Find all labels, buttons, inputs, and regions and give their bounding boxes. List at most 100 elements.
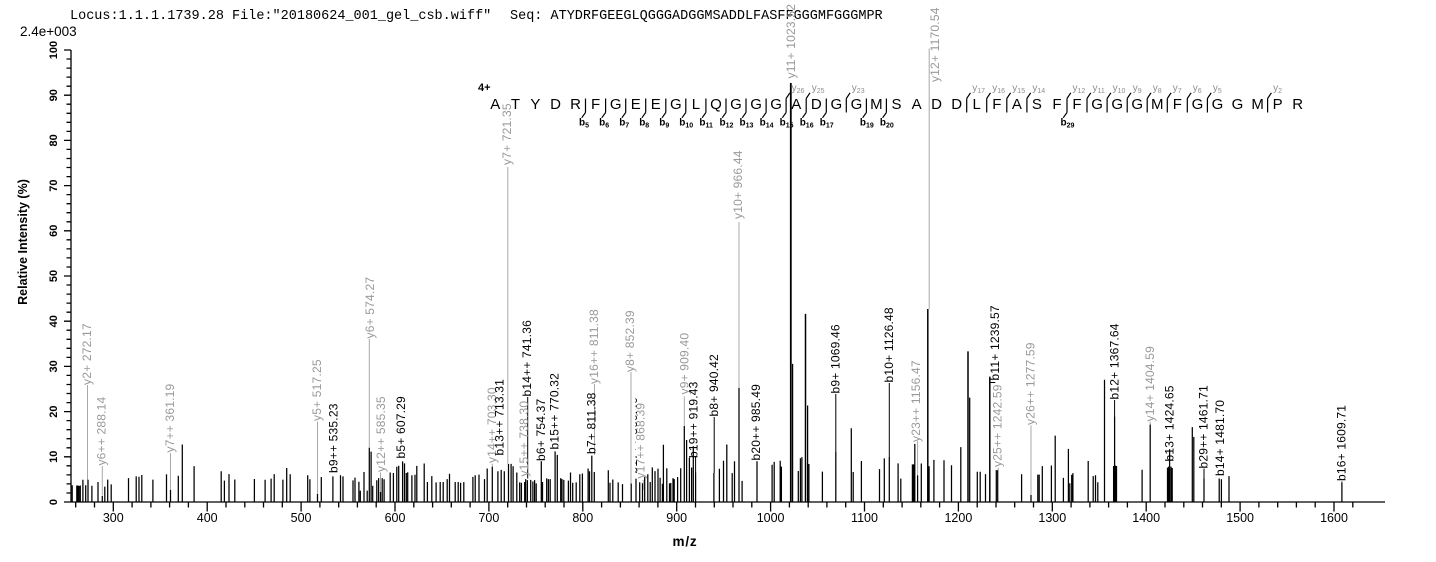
svg-text:b6+ 754.37: b6+ 754.37: [534, 398, 548, 461]
svg-text:b8: b8: [639, 118, 649, 130]
svg-text:S: S: [1032, 96, 1042, 113]
svg-text:100: 100: [48, 41, 60, 59]
svg-text:y6+ 574.27: y6+ 574.27: [363, 277, 377, 339]
svg-text:F: F: [591, 96, 600, 113]
svg-text:D: D: [951, 96, 962, 113]
svg-text:b5+ 607.29: b5+ 607.29: [394, 396, 408, 459]
svg-text:1400: 1400: [1132, 511, 1160, 525]
svg-text:y15++ 738.30: y15++ 738.30: [517, 401, 531, 477]
svg-text:b11+ 1239.57: b11+ 1239.57: [988, 305, 1002, 380]
svg-text:y9+ 909.40: y9+ 909.40: [677, 333, 691, 395]
svg-text:4+: 4+: [478, 82, 491, 94]
svg-text:E: E: [631, 96, 641, 113]
svg-text:y25++ 1242.59: y25++ 1242.59: [991, 384, 1005, 467]
svg-text:y2+ 272.17: y2+ 272.17: [80, 323, 94, 385]
svg-text:y7++ 361.19: y7++ 361.19: [163, 383, 177, 452]
svg-text:40: 40: [48, 315, 60, 327]
svg-text:y12++ 585.35: y12++ 585.35: [374, 396, 388, 472]
svg-text:E: E: [651, 96, 661, 113]
svg-text:800: 800: [572, 511, 593, 525]
svg-text:T: T: [511, 96, 520, 113]
svg-text:y8: y8: [1153, 83, 1162, 95]
svg-text:b14++ 741.36: b14++ 741.36: [520, 320, 534, 397]
svg-text:600: 600: [385, 511, 406, 525]
svg-text:y7+ 721.35: y7+ 721.35: [500, 103, 514, 165]
svg-text:700: 700: [478, 511, 499, 525]
svg-text:60: 60: [48, 225, 60, 237]
svg-text:D: D: [811, 96, 822, 113]
svg-text:Seq: ATYDRFGEEGLQGGGADGGMSADDL: Seq: ATYDRFGEEGLQGGGADGGMSADDLFASFFGGGMF…: [510, 9, 883, 24]
svg-text:G: G: [610, 96, 622, 113]
svg-text:y12+ 1170.54: y12+ 1170.54: [928, 7, 942, 82]
svg-text:L: L: [692, 96, 700, 113]
svg-text:D: D: [550, 96, 561, 113]
svg-text:y5+ 517.25: y5+ 517.25: [310, 359, 324, 421]
svg-text:y2: y2: [1273, 83, 1282, 95]
svg-text:90: 90: [48, 89, 60, 101]
svg-text:M: M: [870, 96, 883, 113]
svg-text:2.4e+003: 2.4e+003: [20, 24, 77, 39]
svg-text:G: G: [1131, 96, 1143, 113]
svg-text:A: A: [791, 96, 801, 113]
svg-text:20: 20: [48, 405, 60, 417]
svg-text:D: D: [931, 96, 942, 113]
svg-text:y11+ 1023.52: y11+ 1023.52: [784, 4, 798, 79]
svg-text:50: 50: [48, 270, 60, 282]
svg-text:b16+ 1609.71: b16+ 1609.71: [1334, 405, 1348, 481]
svg-text:1300: 1300: [1038, 511, 1066, 525]
svg-text:F: F: [992, 96, 1001, 113]
svg-text:G: G: [851, 96, 863, 113]
svg-text:b9: b9: [659, 118, 669, 130]
svg-text:b9++ 535.23: b9++ 535.23: [327, 403, 341, 473]
svg-text:P: P: [1273, 96, 1283, 113]
svg-text:b17++ 860.40: b17++ 860.40: [626, 397, 640, 474]
svg-text:F: F: [1052, 96, 1061, 113]
svg-text:F: F: [1173, 96, 1182, 113]
svg-text:G: G: [730, 96, 742, 113]
svg-text:G: G: [1091, 96, 1103, 113]
svg-text:L: L: [973, 96, 981, 113]
svg-text:y6: y6: [1193, 83, 1202, 95]
svg-text:b19++ 919.43: b19++ 919.43: [686, 381, 700, 458]
svg-text:b14+ 1481.70: b14+ 1481.70: [1213, 400, 1227, 476]
svg-text:y8+ 852.39: y8+ 852.39: [623, 310, 637, 372]
svg-text:Y: Y: [530, 96, 540, 113]
svg-text:80: 80: [48, 134, 60, 146]
svg-text:b8+ 940.42: b8+ 940.42: [707, 354, 721, 417]
svg-text:500: 500: [291, 511, 312, 525]
svg-text:b9+ 1069.46: b9+ 1069.46: [828, 324, 842, 393]
svg-text:900: 900: [666, 511, 687, 525]
svg-text:G: G: [830, 96, 842, 113]
svg-text:400: 400: [197, 511, 218, 525]
svg-text:m/z: m/z: [673, 534, 698, 549]
svg-text:y17++ 868.39: y17++ 868.39: [634, 403, 648, 479]
svg-text:y9: y9: [1133, 83, 1142, 95]
svg-text:y14++ 703.30: y14++ 703.30: [485, 387, 499, 463]
svg-text:G: G: [1212, 96, 1224, 113]
svg-text:b13+ 1424.65: b13+ 1424.65: [1163, 385, 1177, 461]
svg-text:G: G: [1111, 96, 1123, 113]
svg-text:y5: y5: [1213, 83, 1222, 95]
svg-text:b7+ 811.38: b7+ 811.38: [584, 392, 598, 454]
svg-text:y23++ 1156.47: y23++ 1156.47: [909, 360, 923, 442]
svg-text:1100: 1100: [851, 511, 878, 525]
svg-text:F: F: [1072, 96, 1081, 113]
svg-text:b10+ 1126.48: b10+ 1126.48: [882, 307, 896, 382]
svg-text:G: G: [670, 96, 682, 113]
svg-text:G: G: [1192, 96, 1204, 113]
svg-text:b13++ 713.31: b13++ 713.31: [493, 379, 507, 456]
svg-text:10: 10: [48, 451, 60, 463]
svg-text:A: A: [490, 96, 500, 113]
svg-text:Q: Q: [710, 96, 722, 113]
svg-text:30: 30: [48, 360, 60, 372]
svg-text:b20++ 985.49: b20++ 985.49: [749, 384, 763, 461]
svg-text:b12+ 1367.64: b12+ 1367.64: [1108, 323, 1122, 399]
svg-text:A: A: [912, 96, 922, 113]
svg-text:1200: 1200: [944, 511, 972, 525]
svg-text:1000: 1000: [757, 511, 785, 525]
svg-text:y14+ 1404.59: y14+ 1404.59: [1143, 346, 1157, 422]
svg-text:y10+ 966.44: y10+ 966.44: [731, 150, 745, 219]
svg-text:y6++ 288.14: y6++ 288.14: [95, 396, 109, 465]
svg-text:A: A: [1012, 96, 1022, 113]
svg-text:0: 0: [48, 499, 60, 505]
